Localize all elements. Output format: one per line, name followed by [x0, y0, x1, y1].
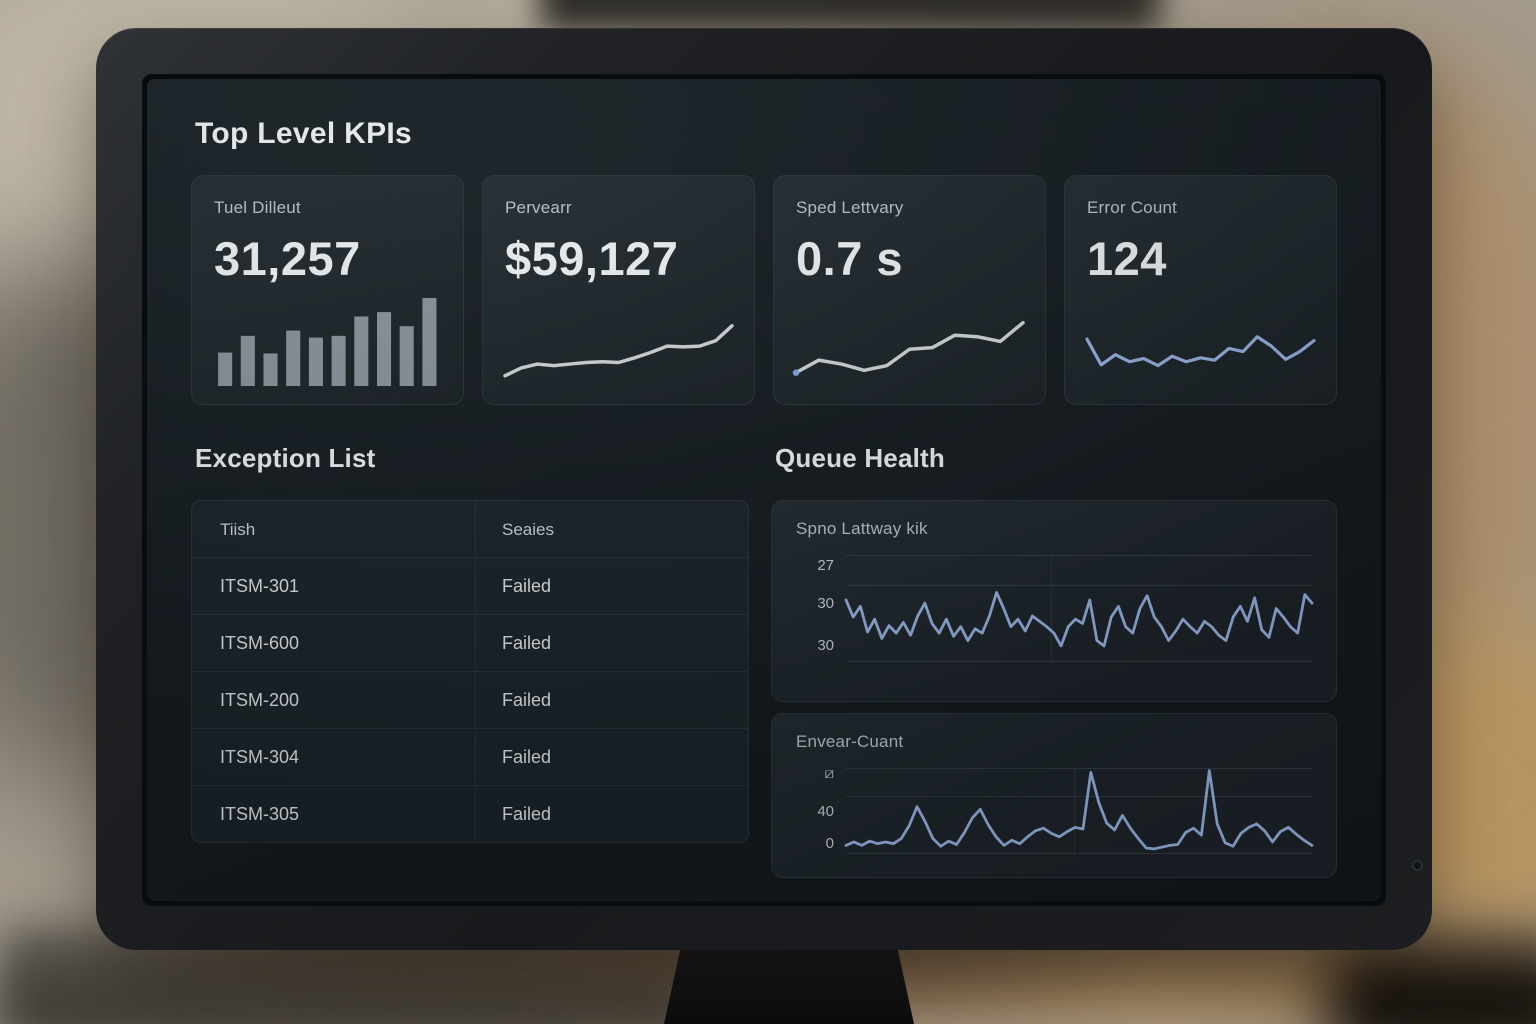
- table-row: ITSM-305 Failed: [192, 785, 748, 842]
- kpi-value: 0.7 s: [796, 232, 904, 285]
- gridline-vertical: [1074, 768, 1076, 854]
- chart-plot-area: [846, 555, 1312, 662]
- gridline-vertical: [1051, 555, 1053, 662]
- kpi-row: Tuel Dilleut 31,257 Pervearr $59,127 Spe…: [191, 175, 1337, 405]
- chart-plot-area: [846, 768, 1312, 854]
- queue-line-chart: [846, 768, 1312, 854]
- line-sparkline: [1087, 304, 1314, 382]
- section-title-exception-list: Exception List: [195, 443, 376, 473]
- chart-title: Envear-Cuant: [796, 732, 904, 751]
- ticket-id: ITSM-304: [220, 747, 300, 767]
- y-axis-labels: ⧄ 40 0: [796, 765, 846, 854]
- ticket-status: Failed: [475, 786, 748, 842]
- column-header-tiish: Tiish: [220, 520, 256, 539]
- column-header-seaies: Seaies: [475, 501, 748, 557]
- kpi-label: Pervearr: [505, 198, 572, 217]
- y-tick-label: 30: [817, 595, 834, 612]
- y-axis-labels: 27 30 30: [796, 555, 846, 662]
- gridline: [846, 853, 1312, 854]
- y-tick-label: 27: [817, 557, 834, 574]
- kpi-card-error-count: Error Count 124: [1064, 175, 1337, 405]
- table-row: ITSM-304 Failed: [192, 728, 748, 785]
- background-dark-band: [540, 0, 1160, 32]
- kpi-card-pervearr: Pervearr $59,127: [482, 175, 755, 405]
- kpi-card-tuel-dilleut: Tuel Dilleut 31,257: [191, 175, 464, 405]
- monitor: Top Level KPIs Tuel Dilleut 31,257 Perve…: [96, 28, 1432, 950]
- gridline: [846, 768, 1312, 769]
- screen: Top Level KPIs Tuel Dilleut 31,257 Perve…: [142, 74, 1386, 906]
- kpi-card-sped-lettvary: Sped Lettvary 0.7 s: [773, 175, 1046, 405]
- gridline: [846, 661, 1312, 662]
- desk-shadow: [0, 985, 700, 1024]
- monitor-stand: [664, 944, 914, 1024]
- y-tick-label: 30: [817, 637, 834, 654]
- ticket-status: Failed: [475, 558, 748, 614]
- line-sparkline: [505, 304, 732, 382]
- queue-health-section: Queue Health Spno Lattway kik 27 30 30: [771, 443, 1337, 878]
- ticket-status: Failed: [475, 615, 748, 671]
- gridline: [846, 555, 1312, 556]
- kpi-value: 31,257: [214, 232, 361, 285]
- page-title: Top Level KPIs: [195, 117, 413, 150]
- queue-chart-card-envear-cuant: Envear-Cuant ⧄ 40 0: [771, 713, 1337, 878]
- queue-chart-card-spno-lattway: Spno Lattway kik 27 30 30: [771, 500, 1337, 702]
- kpi-label: Tuel Dilleut: [214, 198, 301, 217]
- queue-line-chart: [846, 555, 1312, 662]
- table-row: ITSM-200 Failed: [192, 671, 748, 728]
- section-title-queue-health: Queue Health: [775, 443, 945, 473]
- y-tick-label: 0: [825, 835, 834, 852]
- table-row: ITSM-301 Failed: [192, 557, 748, 614]
- ticket-id: ITSM-305: [220, 804, 300, 824]
- gridline: [846, 585, 1312, 586]
- ticket-status: Failed: [475, 729, 748, 785]
- kpi-value: $59,127: [505, 232, 679, 285]
- ticket-status: Failed: [475, 672, 748, 728]
- dashboard: Top Level KPIs Tuel Dilleut 31,257 Perve…: [147, 79, 1381, 901]
- table-header-row: Tiish Seaies: [192, 501, 748, 557]
- y-tick-label: 40: [817, 803, 834, 820]
- desk-shadow: [1330, 950, 1536, 1024]
- ticket-id: ITSM-301: [220, 576, 300, 596]
- gridline: [846, 796, 1312, 797]
- kpi-label: Error Count: [1087, 198, 1178, 217]
- ticket-id: ITSM-600: [220, 633, 300, 653]
- exception-table: Tiish Seaies ITSM-301 Failed ITSM-600 Fa…: [191, 500, 749, 843]
- line-sparkline: [796, 304, 1023, 382]
- kpi-value: 124: [1087, 232, 1167, 285]
- chart-title: Spno Lattway kik: [796, 519, 928, 538]
- power-led: [1412, 860, 1423, 871]
- kpi-label: Sped Lettvary: [796, 198, 904, 217]
- bar-sparkline: [218, 298, 437, 386]
- exception-list-section: Exception List Tiish Seaies ITSM-301 Fai…: [191, 443, 749, 878]
- box-slash-glyph: ⧄: [824, 765, 834, 782]
- ticket-id: ITSM-200: [220, 690, 300, 710]
- table-row: ITSM-600 Failed: [192, 614, 748, 671]
